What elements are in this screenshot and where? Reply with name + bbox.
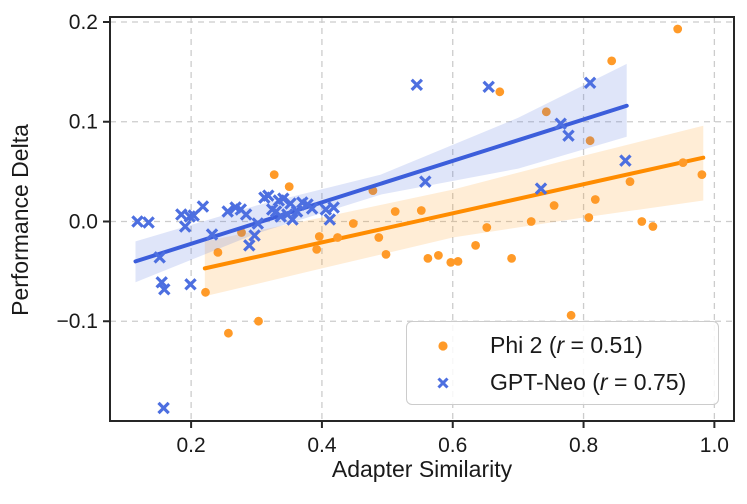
legend: Phi 2 (r = 0.51) GPT-Neo (r = 0.75) (406, 321, 719, 405)
scatter-point-phi2 (495, 87, 505, 97)
legend-text: Phi 2 ( (490, 332, 557, 358)
x-tick-label: 0.4 (307, 434, 337, 457)
scatter-point-gptneo (323, 213, 337, 226)
legend-item-gptneo: GPT-Neo (r = 0.75) (407, 364, 718, 401)
scatter-point-gptneo (196, 200, 210, 213)
scatter-point-gptneo (158, 283, 171, 296)
scatter-point-phi2 (213, 248, 223, 257)
legend-text: = 0.75) (607, 369, 687, 395)
scatter-point-gptneo (554, 117, 567, 130)
scatter-point-phi2 (637, 217, 647, 226)
scatter-point-phi2 (585, 136, 595, 146)
scatter-point-phi2 (314, 232, 324, 241)
scatter-point-phi2 (269, 170, 279, 180)
scatter-point-phi2 (625, 177, 635, 187)
scatter-point-gptneo (262, 189, 275, 202)
scatter-point-gptneo (327, 201, 340, 214)
legend-text: = 0.51) (564, 332, 643, 358)
scatter-point-phi2 (348, 219, 358, 228)
scatter-point-gptneo (239, 208, 253, 221)
scatter-point-gptneo (305, 202, 319, 215)
scatter-point-gptneo (619, 154, 632, 167)
x-tick-label: 0.2 (177, 434, 206, 457)
scatter-point-gptneo (187, 209, 200, 222)
scatter-point-gptneo (184, 278, 197, 291)
x-tick-label: 0.8 (569, 434, 598, 457)
scatter-point-phi2 (482, 223, 492, 232)
scatter-point-phi2 (549, 201, 559, 210)
y-tick-label: 0.0 (69, 210, 98, 233)
scatter-point-gptneo (205, 228, 219, 241)
scatter-point-gptneo (157, 401, 170, 415)
scatter-point-gptneo (142, 216, 155, 229)
scatter-point-phi2 (507, 254, 516, 263)
scatter-point-phi2 (284, 182, 294, 192)
regression-line-phi2 (202, 155, 706, 271)
scatter-point-gptneo (178, 220, 192, 233)
confidence-band-gptneo (135, 63, 627, 283)
x-tick-label: 0.6 (438, 434, 467, 457)
scatter-point-phi2 (541, 107, 551, 117)
scatter-point-gptneo (248, 229, 261, 242)
scatter-point-gptneo (562, 129, 575, 142)
scatter-point-gptneo (482, 80, 495, 94)
x-tick-label: 1.0 (700, 434, 729, 457)
legend-item-phi2: Phi 2 (r = 0.51) (407, 327, 718, 364)
scatter-point-phi2 (453, 257, 463, 266)
scatter-point-gptneo (221, 205, 234, 218)
legend-r-italic: r (556, 332, 565, 358)
scatter-point-phi2 (446, 258, 456, 267)
legend-text: GPT-Neo ( (490, 369, 600, 395)
scatter-point-gptneo (131, 215, 144, 228)
scatter-point-phi2 (607, 56, 617, 66)
scatter-point-phi2 (648, 222, 658, 231)
scatter-point-phi2 (697, 170, 707, 180)
scatter-point-phi2 (374, 233, 384, 242)
scatter-point-gptneo (286, 213, 299, 226)
legend-label-gptneo: GPT-Neo (r = 0.75) (490, 369, 686, 396)
legend-label-phi2: Phi 2 (r = 0.51) (490, 332, 643, 359)
scatter-point-phi2 (678, 158, 688, 168)
x-axis-label: Adapter Similarity (331, 456, 513, 482)
scatter-point-gptneo (153, 251, 166, 264)
scatter-point-gptneo (277, 192, 290, 205)
scatter-point-phi2 (471, 241, 480, 250)
scatter-point-gptneo (155, 276, 168, 289)
regression-line-gptneo (133, 103, 629, 264)
scatter-point-phi2 (423, 254, 433, 263)
scatter-point-phi2 (224, 328, 233, 338)
scatter-point-gptneo (410, 78, 424, 92)
scatter-point-phi2 (201, 287, 210, 297)
scatter-point-phi2 (381, 250, 391, 259)
scatter-point-phi2 (584, 213, 594, 222)
scatter-point-phi2 (254, 316, 263, 326)
scatter-point-gptneo (175, 208, 188, 221)
scatter-point-phi2 (526, 217, 536, 226)
scatter-point-gptneo (290, 205, 304, 218)
y-tick-label: 0.2 (69, 11, 98, 34)
scatter-point-phi2 (590, 195, 600, 204)
phi2-dot-icon (434, 337, 452, 355)
y-tick-label: −0.1 (57, 310, 98, 333)
scatter-point-gptneo (243, 239, 256, 252)
scatter-point-gptneo (419, 175, 432, 188)
plot-border (109, 16, 735, 422)
scatter-point-gptneo (251, 217, 265, 230)
y-axis-label: Performance Delta (7, 124, 33, 316)
scatter-point-phi2 (312, 245, 322, 254)
scatter-point-phi2 (673, 24, 683, 34)
legend-r-italic: r (599, 369, 608, 395)
scatter-point-phi2 (390, 207, 400, 216)
gptneo-x-icon (434, 374, 452, 392)
scatter-point-phi2 (416, 206, 426, 215)
scatter-point-phi2 (333, 233, 342, 242)
scatter-point-gptneo (583, 76, 597, 90)
y-tick-label: 0.1 (69, 111, 98, 134)
scatter-point-phi2 (566, 310, 576, 320)
scatter-point-gptneo (534, 182, 548, 195)
scatter-point-phi2 (434, 251, 443, 260)
